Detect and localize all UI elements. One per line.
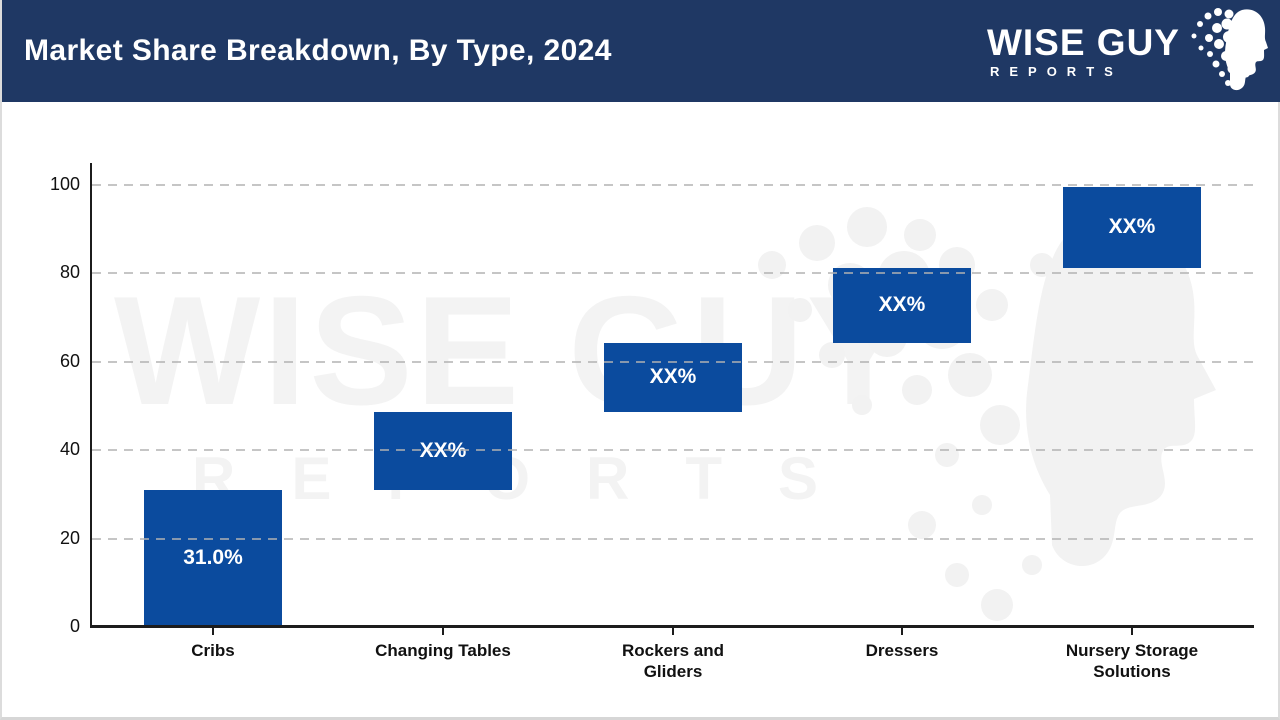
- logo-text: WISE GUY REPORTS: [987, 24, 1180, 78]
- gridline-60: [92, 360, 1254, 363]
- header: Market Share Breakdown, By Type, 2024 WI…: [2, 0, 1280, 102]
- wiseguy-logo: WISE GUY REPORTS: [987, 8, 1268, 94]
- logo-subtitle: REPORTS: [989, 64, 1123, 79]
- category-label: Dressers: [865, 641, 939, 660]
- watermark-wordmark: WISE GUY: [114, 264, 914, 437]
- logo-wordmark: WISE GUY: [986, 22, 1180, 63]
- y-axis: [90, 163, 92, 628]
- bar-value-label: XX%: [1108, 215, 1156, 239]
- bar-nursery-storage: XX%: [1063, 186, 1201, 268]
- bar-value-label: 31.0%: [183, 546, 243, 570]
- chart-title: Market Share Breakdown, By Type, 2024: [24, 34, 612, 67]
- y-tick-label-20: 20: [59, 527, 80, 548]
- category-label: Rockers and Gliders: [621, 641, 725, 682]
- bar-dressers: XX%: [833, 267, 971, 343]
- x-axis: [90, 625, 1254, 628]
- gridline-20: [92, 537, 1254, 540]
- x-tick-mark: [442, 628, 444, 635]
- x-tick-mark: [672, 628, 674, 635]
- category-label: Nursery Storage Solutions: [1065, 641, 1199, 682]
- category-label: Cribs: [191, 641, 235, 660]
- bar-value-label: XX%: [649, 365, 697, 389]
- category-label: Changing Tables: [375, 641, 511, 660]
- y-tick-label-0: 0: [69, 616, 80, 636]
- bar-rockers-and: XX%: [604, 342, 742, 412]
- y-tick-label-60: 60: [59, 350, 80, 371]
- bar-cribs: 31.0%: [144, 489, 282, 627]
- watermark-head-icon: [758, 207, 1216, 621]
- x-tick-mark: [901, 628, 903, 635]
- gridline-100: [92, 183, 1254, 186]
- y-tick-label-40: 40: [59, 439, 80, 459]
- bar-value-label: XX%: [878, 293, 926, 317]
- gridline-40: [92, 449, 1254, 451]
- gridline-80: [92, 272, 1254, 274]
- x-tick-mark: [212, 628, 214, 635]
- y-tick-label-100: 100: [49, 173, 80, 194]
- x-tick-mark: [1131, 628, 1133, 635]
- y-tick-label-80: 80: [59, 262, 80, 282]
- logo-face-icon: [1191, 8, 1268, 91]
